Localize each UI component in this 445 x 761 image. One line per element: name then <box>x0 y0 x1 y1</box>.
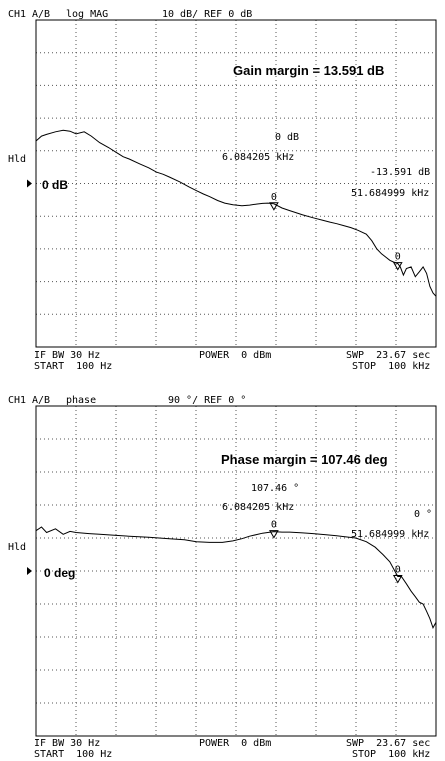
gain-footer-stop: STOP 100 kHz <box>352 361 431 372</box>
gain-frame <box>35 19 437 348</box>
gain-ref-label: 0 dB <box>42 178 69 192</box>
gain-marker-1-label: 0 <box>271 192 277 203</box>
phase-header-scale: 90 °/ REF 0 ° <box>168 395 247 406</box>
phase-footer-swp: SWP 23.67 sec <box>346 738 431 749</box>
phase-ref-arrow <box>27 567 32 575</box>
phase-footer-ifbw: IF BW 30 Hz <box>34 738 101 749</box>
phase-marker2-freq: 51.684999 kHz <box>351 529 430 540</box>
gain-marker-1-triangle <box>269 202 279 211</box>
gain-ref-arrow <box>27 179 32 188</box>
gain-grid <box>36 20 436 347</box>
phase-margin-annotation: Phase margin = 107.46 deg <box>221 452 388 467</box>
phase-footer-stop: STOP 100 kHz <box>352 749 431 760</box>
phase-ref-label: 0 deg <box>44 566 76 580</box>
gain-marker2-freq: 51.684999 kHz <box>351 188 430 199</box>
phase-footer-power: POWER 0 dBm <box>199 738 272 749</box>
phase-frame <box>35 405 437 737</box>
phase-marker-1-label: 0 <box>271 520 277 531</box>
phase-header-channel: CH1 <box>8 395 27 406</box>
phase-header-format: phase <box>66 395 97 406</box>
gain-hld-label: Hld <box>8 154 27 165</box>
gain-footer-ifbw: IF BW 30 Hz <box>34 350 101 361</box>
gain-header-scale: 10 dB/ REF 0 dB <box>162 9 253 20</box>
phase-marker1-value: 107.46 ° <box>251 483 300 494</box>
gain-plot: 00 <box>27 19 437 348</box>
gain-footer-power: POWER 0 dBm <box>199 350 272 361</box>
phase-header-input: A/B <box>32 395 51 406</box>
phase-footer-start: START 100 Hz <box>34 749 113 760</box>
phase-marker1-freq: 6.084205 kHz <box>222 502 295 513</box>
gain-footer-swp: SWP 23.67 sec <box>346 350 431 361</box>
gain-marker1-freq: 6.084205 kHz <box>222 152 295 163</box>
phase-hld-label: Hld <box>8 542 27 553</box>
gain-header-format: log MAG <box>66 9 109 20</box>
phase-marker-2-triangle <box>392 575 403 584</box>
gain-marker-2-triangle <box>392 262 403 271</box>
gain-marker1-value: 0 dB <box>275 132 300 143</box>
gain-header-channel: CH1 <box>8 9 27 20</box>
phase-marker-1-triangle <box>269 530 279 539</box>
gain-margin-annotation: Gain margin = 13.591 dB <box>233 63 385 78</box>
phase-marker2-value: 0 ° <box>414 509 433 520</box>
phase-marker-2-label: 0 <box>395 565 401 576</box>
phase-trace <box>35 526 437 630</box>
gain-marker2-value: -13.591 dB <box>370 167 431 178</box>
gain-header-input: A/B <box>32 9 51 20</box>
gain-footer-start: START 100 Hz <box>34 361 113 372</box>
phase-grid <box>36 406 436 736</box>
gain-marker-2-label: 0 <box>395 252 401 263</box>
phase-plot: 00 <box>27 405 437 737</box>
